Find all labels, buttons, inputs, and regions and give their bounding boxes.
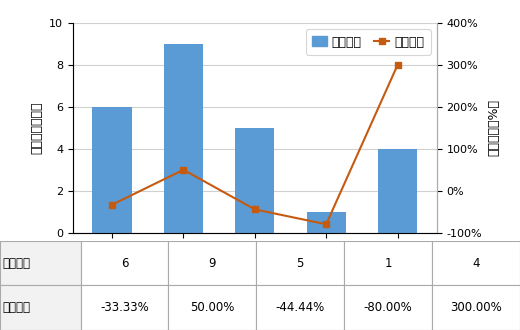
Text: -44.44%: -44.44%	[276, 301, 325, 314]
FancyBboxPatch shape	[0, 241, 81, 285]
Y-axis label: 进口数量（台）: 进口数量（台）	[31, 102, 44, 154]
Bar	[235, 128, 275, 233]
FancyBboxPatch shape	[344, 241, 432, 285]
FancyBboxPatch shape	[432, 285, 520, 330]
Text: 进口数量: 进口数量	[3, 257, 31, 270]
Text: 1: 1	[384, 257, 392, 270]
FancyBboxPatch shape	[344, 285, 432, 330]
Text: 4: 4	[472, 257, 480, 270]
Text: -80.00%: -80.00%	[364, 301, 412, 314]
Text: 300.00%: 300.00%	[450, 301, 502, 314]
FancyBboxPatch shape	[81, 285, 168, 330]
Bar	[93, 107, 132, 233]
Bar	[307, 212, 346, 233]
Text: 50.00%: 50.00%	[190, 301, 235, 314]
Bar	[164, 44, 203, 233]
Text: 同比增长: 同比增长	[3, 301, 31, 314]
FancyBboxPatch shape	[432, 241, 520, 285]
Text: 5: 5	[296, 257, 304, 270]
Text: -33.33%: -33.33%	[100, 301, 149, 314]
Text: 9: 9	[209, 257, 216, 270]
Text: 6: 6	[121, 257, 128, 270]
FancyBboxPatch shape	[256, 241, 344, 285]
FancyBboxPatch shape	[168, 285, 256, 330]
FancyBboxPatch shape	[81, 241, 168, 285]
Bar	[378, 149, 417, 233]
FancyBboxPatch shape	[168, 241, 256, 285]
Legend: 进口数量, 同比增长: 进口数量, 同比增长	[306, 29, 431, 55]
Y-axis label: 同比增速（%）: 同比增速（%）	[488, 99, 501, 156]
FancyBboxPatch shape	[0, 285, 81, 330]
FancyBboxPatch shape	[256, 285, 344, 330]
